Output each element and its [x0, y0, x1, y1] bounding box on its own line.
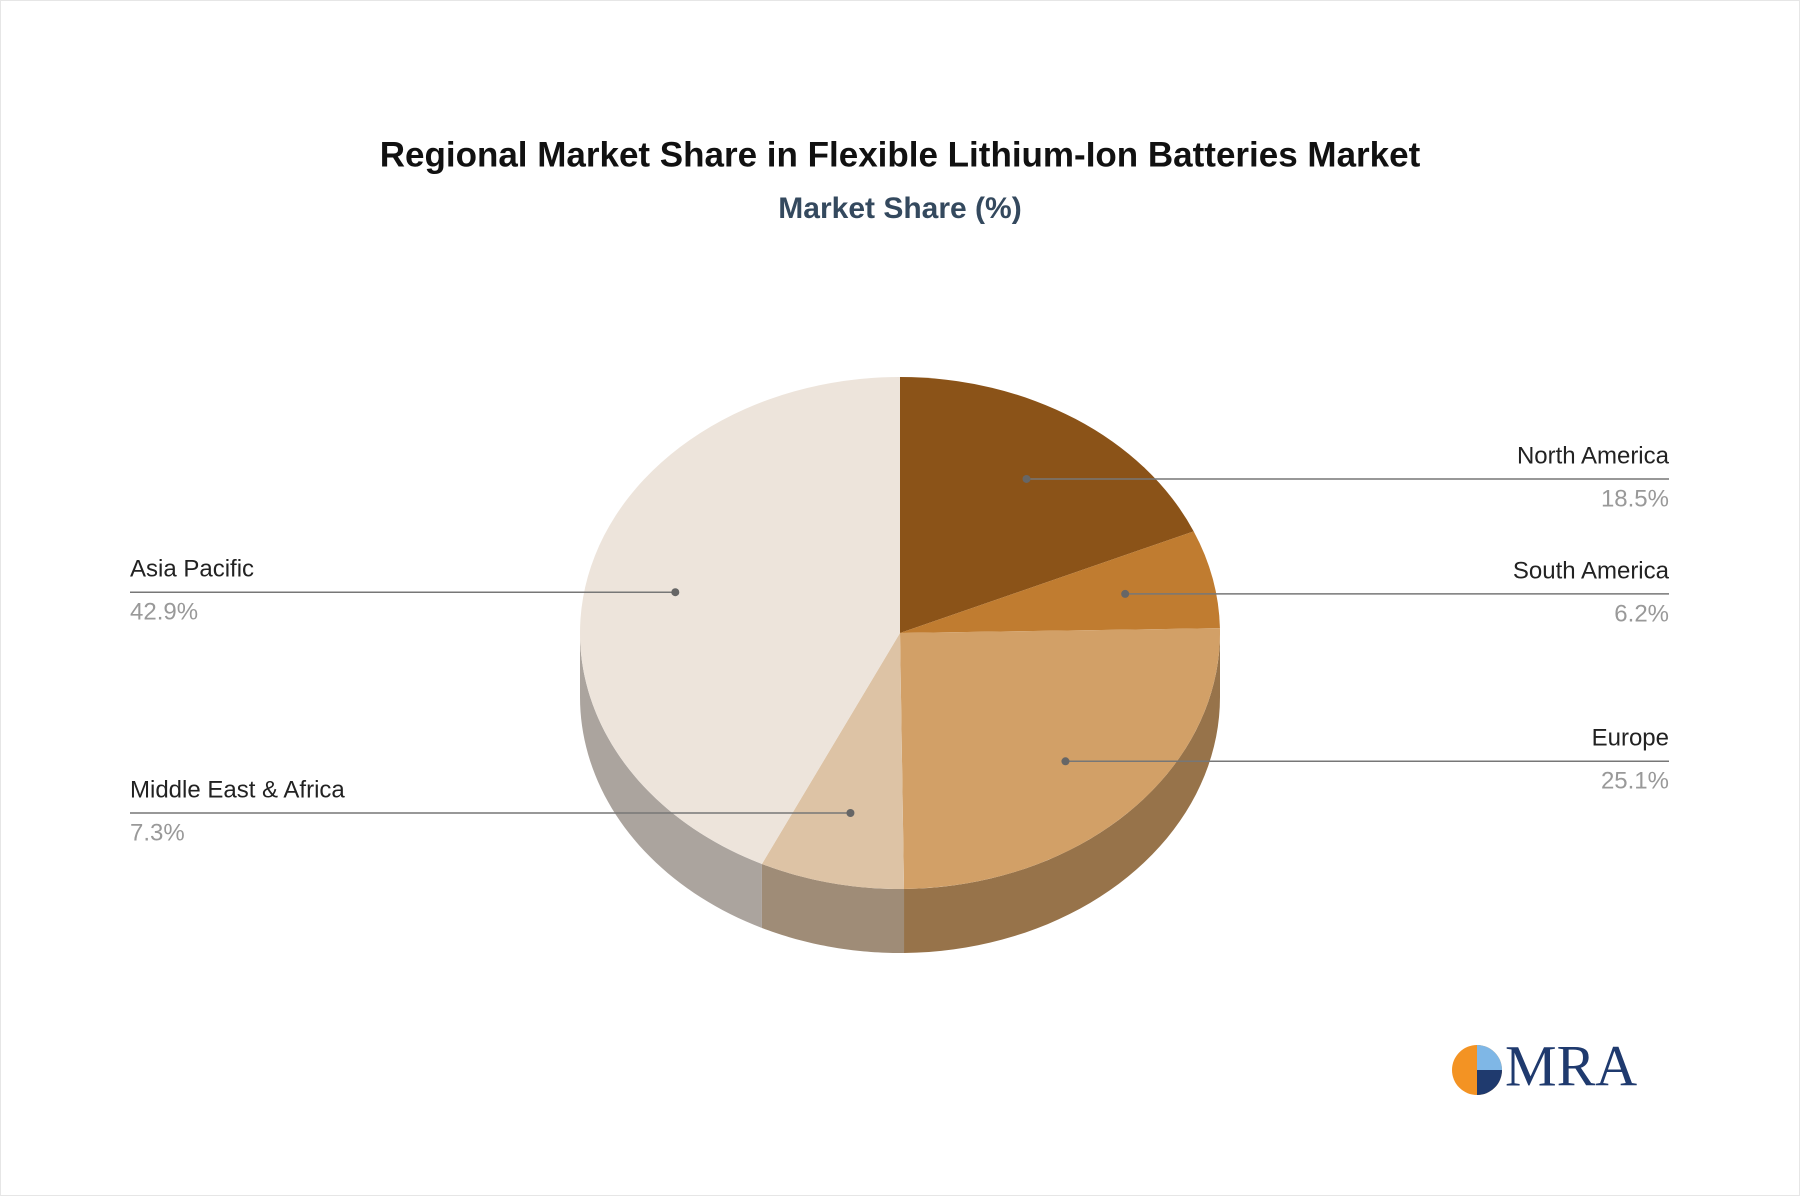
slice-side	[904, 633, 1220, 953]
chart-subtitle: Market Share (%)	[778, 192, 1021, 225]
logo-icon-part	[1477, 1045, 1502, 1070]
slice-side	[761, 863, 905, 953]
logo-icon-part	[1477, 1070, 1502, 1095]
slice	[580, 377, 900, 864]
data-label: 25.1%	[1601, 768, 1669, 795]
data-label: 6.2%	[1614, 600, 1669, 627]
data-label: 18.5%	[1601, 485, 1669, 512]
chart-title: Regional Market Share in Flexible Lithiu…	[380, 135, 1421, 174]
leader-dot	[1061, 757, 1070, 766]
data-label: 7.3%	[130, 819, 185, 846]
legend-label: South America	[1513, 557, 1670, 584]
slice	[900, 377, 1194, 633]
data-label: 42.9%	[130, 599, 198, 626]
slice	[761, 633, 905, 890]
slice	[900, 628, 1220, 889]
logo: MRA	[1452, 1033, 1637, 1098]
leader-dot	[1121, 589, 1130, 598]
leader-dot	[846, 809, 855, 818]
slice-side	[580, 633, 762, 928]
legend-label: Europe	[1592, 725, 1669, 752]
legend-label: Asia Pacific	[130, 556, 254, 583]
leader-dot	[671, 588, 680, 597]
legend-label: North America	[1517, 442, 1670, 469]
legend-label: Middle East & Africa	[130, 776, 345, 803]
leader-dot	[1022, 474, 1031, 483]
logo-text: MRA	[1505, 1033, 1637, 1098]
slice	[900, 531, 1220, 633]
